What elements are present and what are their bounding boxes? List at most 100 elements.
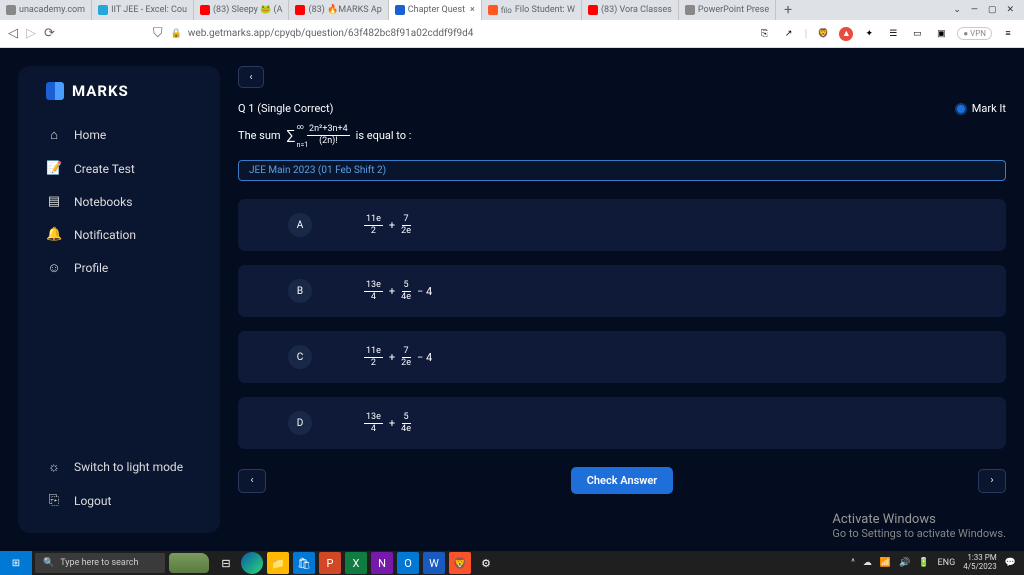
- sidebar-item-notebooks[interactable]: ▤Notebooks: [32, 185, 206, 218]
- brave-icon[interactable]: 🦁: [449, 552, 471, 574]
- task-view-icon[interactable]: ⊟: [215, 552, 237, 574]
- close-icon[interactable]: ×: [470, 5, 475, 15]
- forward-button[interactable]: ▷: [26, 26, 36, 41]
- check-answer-button[interactable]: Check Answer: [571, 467, 674, 494]
- url-text: web.getmarks.app/cpyqb/question/63f482bc…: [188, 28, 474, 39]
- sidebar-icon[interactable]: ☰: [885, 26, 901, 42]
- taskbar-clock[interactable]: 1:33 PM 4/5/2023: [963, 554, 997, 572]
- prev-question-button[interactable]: ‹: [238, 469, 266, 493]
- vpn-badge[interactable]: ● VPN: [957, 27, 992, 40]
- notebook-icon: ▤: [46, 194, 62, 209]
- option-letter: A: [288, 213, 312, 237]
- sidebar-item-logout[interactable]: ⎘Logout: [32, 484, 206, 517]
- start-button[interactable]: ⊞: [0, 551, 32, 575]
- system-tray: ^ ☁ 📶 🔊 🔋 ENG 1:33 PM 4/5/2023 💬: [843, 554, 1024, 572]
- browser-tab[interactable]: unacademy.com: [0, 0, 92, 20]
- option-c[interactable]: C 11e2 + 72e − 4: [238, 331, 1006, 383]
- sidebar-item-theme[interactable]: ☼Switch to light mode: [32, 450, 206, 484]
- share-icon[interactable]: ↗: [781, 26, 797, 42]
- app-root: MARKS ⌂Home 📝Create Test ▤Notebooks 🔔Not…: [0, 48, 1024, 551]
- install-icon[interactable]: ⎘: [757, 26, 773, 42]
- browser-tab-active[interactable]: Chapter Quest×: [389, 0, 482, 20]
- taskbar-apps: ⊟ 📁 🛍 P X N O W 🦁 ⚙: [215, 552, 497, 574]
- option-letter: B: [288, 279, 312, 303]
- powerpoint-icon[interactable]: P: [319, 552, 341, 574]
- mark-it-button[interactable]: Mark It: [955, 102, 1006, 115]
- taskbar-search[interactable]: 🔍 Type here to search: [35, 553, 165, 573]
- browser-tab[interactable]: filo Filo Student: W: [482, 0, 582, 20]
- question-footer: ‹ Check Answer ›: [238, 467, 1006, 504]
- option-math: 11e2 + 72e − 4: [362, 347, 432, 368]
- home-icon: ⌂: [46, 127, 62, 143]
- tray-volume-icon[interactable]: 🔊: [899, 558, 910, 568]
- sun-icon: ☼: [46, 459, 62, 475]
- browser-tab[interactable]: PowerPoint Prese: [679, 0, 776, 20]
- reload-button[interactable]: ⟳: [44, 26, 55, 41]
- edge-icon[interactable]: [241, 552, 263, 574]
- taskbar-widget[interactable]: [169, 553, 209, 573]
- brand-logo: [46, 82, 64, 100]
- option-math: 13e4 + 54e: [362, 413, 413, 434]
- bookmark-icon[interactable]: ⛉: [153, 26, 163, 41]
- sidebar-item-notification[interactable]: 🔔Notification: [32, 218, 206, 251]
- wallet-icon[interactable]: ▣: [933, 26, 949, 42]
- option-b[interactable]: B 13e4 + 54e − 4: [238, 265, 1006, 317]
- divider: |: [805, 27, 808, 40]
- browser-tab-strip: unacademy.com IIT JEE - Excel: Cou (83) …: [0, 0, 1024, 20]
- exam-tag[interactable]: JEE Main 2023 (01 Feb Shift 2): [238, 160, 1006, 181]
- extensions-icon[interactable]: ✦: [861, 26, 877, 42]
- tray-cloud-icon[interactable]: ☁: [863, 558, 872, 568]
- minimize-icon[interactable]: —: [971, 5, 978, 15]
- browser-tab[interactable]: IIT JEE - Excel: Cou: [92, 0, 194, 20]
- outlook-icon[interactable]: O: [397, 552, 419, 574]
- app-icon[interactable]: ⚙: [475, 552, 497, 574]
- tray-battery-icon[interactable]: 🔋: [918, 558, 929, 568]
- onenote-icon[interactable]: N: [371, 552, 393, 574]
- back-button[interactable]: ‹: [238, 66, 264, 88]
- option-letter: C: [288, 345, 312, 369]
- new-tab-button[interactable]: +: [776, 2, 800, 18]
- sidebar-item-home[interactable]: ⌂Home: [32, 118, 206, 152]
- mark-dot-icon: [955, 103, 967, 115]
- test-icon: 📝: [46, 161, 62, 176]
- maximize-icon[interactable]: ▢: [988, 5, 997, 15]
- brand-text: MARKS: [72, 82, 129, 100]
- option-letter: D: [288, 411, 312, 435]
- chevron-down-icon[interactable]: ⌄: [953, 5, 961, 15]
- lock-icon: 🔒: [171, 29, 182, 39]
- option-math: 11e2 + 72e: [362, 215, 413, 236]
- tray-wifi-icon[interactable]: 📶: [880, 558, 891, 568]
- windows-taskbar: ⊞ 🔍 Type here to search ⊟ 📁 🛍 P X N O W …: [0, 551, 1024, 575]
- logout-icon: ⎘: [46, 493, 62, 508]
- profile-icon: ☺: [46, 260, 62, 276]
- brave-shield-icon[interactable]: 🦁: [815, 26, 831, 42]
- store-icon[interactable]: 🛍: [293, 552, 315, 574]
- menu-icon[interactable]: ≡: [1000, 26, 1016, 42]
- browser-tab[interactable]: (83) Sleepy 🐸 (A: [194, 0, 290, 20]
- browser-tab[interactable]: (83) Vora Classes: [582, 0, 679, 20]
- brand: MARKS: [32, 82, 206, 100]
- next-question-button[interactable]: ›: [978, 469, 1006, 493]
- notifications-icon[interactable]: 💬: [1005, 558, 1016, 568]
- tray-language-icon[interactable]: ENG: [938, 558, 956, 568]
- browser-toolbar: ◁ ▷ ⟳ ⛉ 🔒 web.getmarks.app/cpyqb/questio…: [0, 20, 1024, 48]
- option-a[interactable]: A 11e2 + 72e: [238, 199, 1006, 251]
- sidebar-item-create-test[interactable]: 📝Create Test: [32, 152, 206, 185]
- bell-icon: 🔔: [46, 227, 62, 242]
- close-icon[interactable]: ✕: [1006, 5, 1014, 15]
- options-list: A 11e2 + 72e B 13e4 + 54e − 4 C 11e2 + 7…: [238, 199, 1006, 449]
- address-bar[interactable]: 🔒 web.getmarks.app/cpyqb/question/63f482…: [171, 28, 749, 39]
- search-icon: 🔍: [43, 558, 54, 568]
- warning-icon[interactable]: ▲: [839, 27, 853, 41]
- sidebar-item-profile[interactable]: ☺Profile: [32, 251, 206, 285]
- option-math: 13e4 + 54e − 4: [362, 281, 432, 302]
- tray-chevron-icon[interactable]: ^: [851, 558, 855, 568]
- option-d[interactable]: D 13e4 + 54e: [238, 397, 1006, 449]
- word-icon[interactable]: W: [423, 552, 445, 574]
- browser-tab[interactable]: (83) 🔥MARKS Ap: [289, 0, 388, 20]
- excel-icon[interactable]: X: [345, 552, 367, 574]
- panel-icon[interactable]: ▭: [909, 26, 925, 42]
- back-button[interactable]: ◁: [8, 26, 18, 41]
- explorer-icon[interactable]: 📁: [267, 552, 289, 574]
- main-content: ‹ Q 1 (Single Correct) Mark It The sum ∑…: [220, 48, 1024, 551]
